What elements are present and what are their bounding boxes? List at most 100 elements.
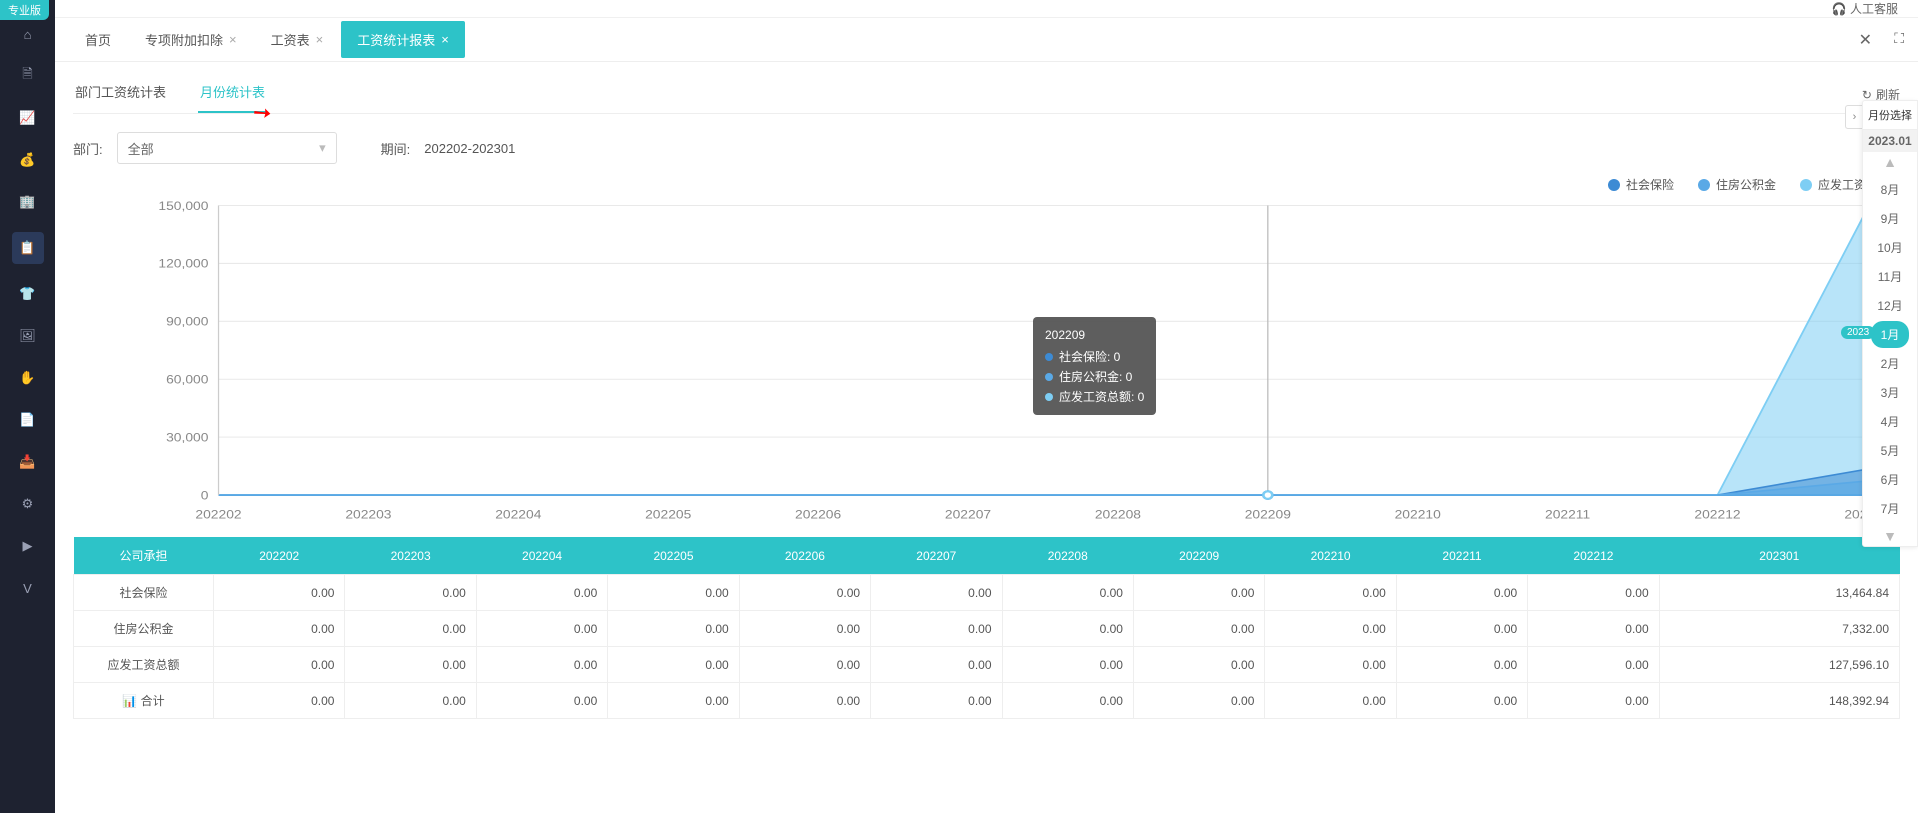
subtab-部门工资统计表[interactable]: 部门工资统计表	[73, 76, 168, 113]
legend-item[interactable]: 社会保险	[1608, 176, 1674, 193]
month-panel-collapse[interactable]: ›	[1845, 105, 1863, 129]
table-cell: 0.00	[739, 683, 870, 719]
month-item[interactable]: 2月	[1863, 350, 1917, 377]
row-name: 📊 合计	[74, 683, 214, 719]
sidebar-building-icon[interactable]: 🏢	[16, 190, 40, 214]
subtab-月份统计表[interactable]: 月份统计表	[198, 76, 267, 113]
svg-text:60,000: 60,000	[166, 373, 208, 387]
tab-首页[interactable]: 首页	[69, 21, 127, 58]
period-label: 期间:	[381, 139, 411, 158]
month-item[interactable]: 3月	[1863, 379, 1917, 406]
chart-legend: 社会保险住房公积金应发工资总额	[73, 170, 1900, 197]
table-cell: 0.00	[476, 683, 607, 719]
table-row: 📊 合计0.000.000.000.000.000.000.000.000.00…	[74, 683, 1900, 719]
filter-bar: 部门: 全部 ▾ 期间: 202202-202301	[73, 114, 1900, 170]
table-cell: 0.00	[871, 575, 1002, 611]
tooltip-title: 202209	[1045, 325, 1144, 345]
sidebar-home-icon[interactable]: ⌂	[16, 22, 40, 46]
tab-close-icon[interactable]: ×	[229, 32, 237, 47]
chevron-down-icon: ▾	[319, 140, 326, 156]
month-scroll-up-icon[interactable]: ▲	[1863, 152, 1917, 172]
month-panel: 月份选择 2023.01 ▲ 8月9月10月11月12月1月20232月3月4月…	[1862, 100, 1918, 547]
table-cell: 0.00	[1528, 611, 1659, 647]
table-header: 202211	[1396, 537, 1527, 575]
table-row: 社会保险0.000.000.000.000.000.000.000.000.00…	[74, 575, 1900, 611]
table-row: 住房公积金0.000.000.000.000.000.000.000.000.0…	[74, 611, 1900, 647]
sidebar-hand-icon[interactable]: ✋	[16, 366, 40, 390]
table-cell: 0.00	[1396, 575, 1527, 611]
table-cell: 0.00	[1002, 683, 1133, 719]
svg-text:202203: 202203	[345, 508, 391, 522]
tab-close-icon[interactable]: ×	[441, 32, 449, 47]
svg-text:202210: 202210	[1395, 508, 1441, 522]
table-cell: 0.00	[476, 647, 607, 683]
table-cell: 0.00	[871, 611, 1002, 647]
row-name: 住房公积金	[74, 611, 214, 647]
tab-工资表[interactable]: 工资表×	[255, 21, 340, 58]
table-header: 202202	[214, 537, 345, 575]
svg-text:202211: 202211	[1545, 508, 1590, 522]
tab-专项附加扣除[interactable]: 专项附加扣除×	[129, 21, 253, 58]
month-item[interactable]: 7月	[1863, 495, 1917, 522]
legend-item[interactable]: 住房公积金	[1698, 176, 1776, 193]
month-item[interactable]: 4月	[1863, 408, 1917, 435]
table-cell: 0.00	[739, 647, 870, 683]
tab-工资统计报表[interactable]: 工资统计报表×	[341, 21, 465, 58]
month-item[interactable]: 8月	[1863, 176, 1917, 203]
chart: 030,00060,00090,000120,000150,0002022022…	[73, 197, 1900, 527]
period-value: 202202-202301	[424, 141, 515, 156]
table-cell: 0.00	[871, 647, 1002, 683]
svg-text:120,000: 120,000	[158, 257, 208, 271]
table-cell: 0.00	[345, 683, 476, 719]
month-item[interactable]: 11月	[1863, 263, 1917, 290]
table-cell: 0.00	[214, 611, 345, 647]
tooltip-row: 社会保险: 0	[1045, 347, 1144, 367]
table-cell: 0.00	[1396, 647, 1527, 683]
sidebar-gear-icon[interactable]: ⚙	[16, 492, 40, 516]
sidebar-pic-icon[interactable]: 🖼	[16, 324, 40, 348]
sidebar-sheet-icon[interactable]: 📄	[16, 408, 40, 432]
topbar-user-link[interactable]: 🎧 人工客服	[1832, 0, 1898, 17]
month-item[interactable]: 9月	[1863, 205, 1917, 232]
tooltip-row: 住房公积金: 0	[1045, 367, 1144, 387]
svg-text:202212: 202212	[1694, 508, 1740, 522]
topbar: 🎧 人工客服	[55, 0, 1918, 18]
sidebar-money-icon[interactable]: 💰	[16, 148, 40, 172]
table-cell: 0.00	[1396, 683, 1527, 719]
dept-select[interactable]: 全部 ▾	[117, 132, 337, 164]
fullscreen-icon[interactable]: ⛶	[1894, 30, 1904, 47]
sidebar-report-icon[interactable]: 📋	[12, 232, 44, 264]
svg-text:0: 0	[201, 488, 209, 502]
month-item[interactable]: 5月	[1863, 437, 1917, 464]
table-row: 应发工资总额0.000.000.000.000.000.000.000.000.…	[74, 647, 1900, 683]
table-cell: 0.00	[214, 647, 345, 683]
sidebar-shirt-icon[interactable]: 👕	[16, 282, 40, 306]
month-panel-selected: 2023.01	[1863, 130, 1917, 152]
tooltip-row: 应发工资总额: 0	[1045, 387, 1144, 407]
sidebar-play-icon[interactable]: ▶	[16, 534, 40, 558]
table-cell: 0.00	[214, 683, 345, 719]
sidebar-chart-icon[interactable]: 📈	[16, 106, 40, 130]
sidebar-inbox-icon[interactable]: 📥	[16, 450, 40, 474]
chart-tooltip: 202209 社会保险: 0住房公积金: 0应发工资总额: 0	[1033, 317, 1156, 415]
close-all-tabs-icon[interactable]: ✕	[1859, 30, 1872, 50]
table-cell: 0.00	[1528, 647, 1659, 683]
table-header: 202203	[345, 537, 476, 575]
table-header: 202209	[1133, 537, 1264, 575]
sidebar-doc-icon[interactable]: 🗎	[16, 64, 40, 88]
month-scroll-down-icon[interactable]: ▼	[1863, 526, 1917, 546]
table-cell: 0.00	[1265, 683, 1396, 719]
table-cell: 148,392.94	[1659, 683, 1899, 719]
month-item[interactable]: 12月	[1863, 292, 1917, 319]
table-header: 202205	[608, 537, 739, 575]
table-cell: 0.00	[739, 611, 870, 647]
month-item[interactable]: 6月	[1863, 466, 1917, 493]
sidebar-v-icon[interactable]: V	[16, 576, 40, 600]
table-header: 202206	[739, 537, 870, 575]
table-cell: 0.00	[1265, 647, 1396, 683]
table-cell: 0.00	[608, 683, 739, 719]
svg-text:202207: 202207	[945, 508, 991, 522]
month-item[interactable]: 10月	[1863, 234, 1917, 261]
month-item[interactable]: 1月2023	[1871, 321, 1909, 348]
tab-close-icon[interactable]: ×	[316, 32, 324, 47]
